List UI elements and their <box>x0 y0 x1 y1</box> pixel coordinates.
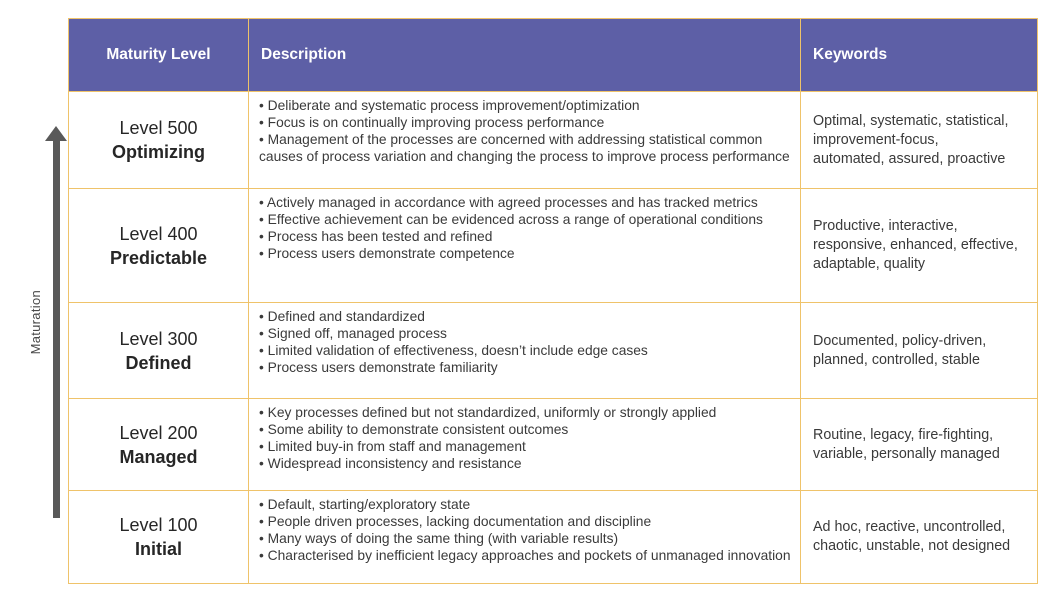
keywords-line: variable, personally managed <box>813 445 1000 462</box>
level-cell: Level 200 Managed <box>68 398 249 491</box>
table-row-level-300: Level 300 Defined Defined and standardiz… <box>68 302 1038 399</box>
description-bullet: Widespread inconsistency and resistance <box>259 455 792 472</box>
axis-label-box: Maturation <box>28 126 43 518</box>
description-bullet: Limited validation of effectiveness, doe… <box>259 342 792 359</box>
keywords-line: responsive, enhanced, effective, <box>813 237 1018 253</box>
description-cell: Key processes defined but not standardiz… <box>248 398 801 491</box>
description-bullet: Many ways of doing the same thing (with … <box>259 530 792 547</box>
level-name: Optimizing <box>112 142 205 162</box>
header-description: Description <box>248 18 801 92</box>
level-name: Defined <box>125 352 192 373</box>
description-cell: Deliberate and systematic process improv… <box>248 91 801 189</box>
keywords-cell: Productive, interactive, responsive, enh… <box>800 188 1038 303</box>
description-bullet: Default, starting/exploratory state <box>259 496 792 513</box>
description-bullet: Limited buy-in from staff and management <box>259 438 792 455</box>
maturity-table: Maturity Level Description Keywords Leve… <box>68 18 1038 584</box>
description-bullet: Focus is on continually improving proces… <box>259 114 792 131</box>
description-cell: Actively managed in accordance with agre… <box>248 188 801 303</box>
description-bullet: Signed off, managed process <box>259 325 792 342</box>
level-number: Level 100 <box>119 515 198 535</box>
keywords-line: chaotic, unstable, not designed <box>813 538 1011 554</box>
description-bullet: Process users demonstrate competence <box>259 245 792 262</box>
table-row-level-100: Level 100 Initial Default, starting/expl… <box>68 490 1038 584</box>
keywords-line: Routine, legacy, fire-fighting, <box>813 426 994 443</box>
maturation-axis: Maturation <box>28 126 74 518</box>
level-name: Predictable <box>109 247 208 268</box>
description-bullet: Deliberate and systematic process improv… <box>259 97 792 114</box>
level-name: Initial <box>134 539 182 559</box>
keywords-line: Optimal, systematic, statistical, <box>813 112 1009 129</box>
description-bullet: Management of the processes are concerne… <box>259 131 792 165</box>
description-bullet: Effective achievement can be evidenced a… <box>259 211 792 228</box>
description-cell: Default, starting/exploratory state Peop… <box>248 490 801 584</box>
keywords-cell: Documented, policy-driven, planned, cont… <box>800 302 1038 399</box>
level-number: Level 200 <box>119 422 198 443</box>
level-cell: Level 500 Optimizing <box>68 91 249 189</box>
axis-label: Maturation <box>28 289 43 355</box>
table-row-level-500: Level 500 Optimizing Deliberate and syst… <box>68 91 1038 189</box>
keywords-line: automated, assured, proactive <box>813 150 1006 167</box>
description-bullet: Process has been tested and refined <box>259 228 792 245</box>
description-bullet: Process users demonstrate familiarity <box>259 359 792 376</box>
level-name: Managed <box>119 446 198 467</box>
description-bullet: Actively managed in accordance with agre… <box>259 194 792 211</box>
description-bullet: Characterised by inefficient legacy appr… <box>259 547 792 564</box>
keywords-line: Productive, interactive, <box>813 218 958 234</box>
level-cell: Level 400 Predictable <box>68 188 249 303</box>
keywords-cell: Routine, legacy, fire-fighting, variable… <box>800 398 1038 491</box>
header-row: Maturity Level Description Keywords <box>68 18 1038 92</box>
level-cell: Level 100 Initial <box>68 490 249 584</box>
keywords-line: Ad hoc, reactive, uncontrolled, <box>813 519 1006 535</box>
table-row-level-400: Level 400 Predictable Actively managed i… <box>68 188 1038 303</box>
keywords-cell: Optimal, systematic, statistical, improv… <box>800 91 1038 189</box>
description-bullet: Key processes defined but not standardiz… <box>259 404 792 421</box>
level-number: Level 500 <box>119 118 198 138</box>
description-bullet: Some ability to demonstrate consistent o… <box>259 421 792 438</box>
keywords-line: Documented, policy-driven, <box>813 332 987 349</box>
arrow-up-icon <box>45 126 67 141</box>
level-number: Level 400 <box>119 223 198 244</box>
keywords-line: adaptable, quality <box>813 256 926 272</box>
description-bullet: People driven processes, lacking documen… <box>259 513 792 530</box>
keywords-line: planned, controlled, stable <box>813 351 980 368</box>
description-bullet: Defined and standardized <box>259 308 792 325</box>
arrow-shaft <box>53 140 60 518</box>
table-row-level-200: Level 200 Managed Key processes defined … <box>68 398 1038 491</box>
level-number: Level 300 <box>119 328 198 349</box>
keywords-line: improvement-focus, <box>813 131 939 148</box>
header-keywords: Keywords <box>800 18 1038 92</box>
header-maturity-level: Maturity Level <box>68 18 249 92</box>
keywords-cell: Ad hoc, reactive, uncontrolled, chaotic,… <box>800 490 1038 584</box>
level-cell: Level 300 Defined <box>68 302 249 399</box>
description-cell: Defined and standardized Signed off, man… <box>248 302 801 399</box>
